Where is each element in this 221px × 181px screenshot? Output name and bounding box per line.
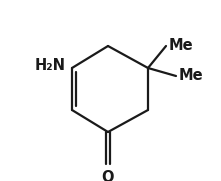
Text: Me: Me (169, 37, 194, 52)
Text: O: O (102, 170, 114, 181)
Text: H₂N: H₂N (35, 58, 66, 73)
Text: Me: Me (179, 68, 204, 83)
